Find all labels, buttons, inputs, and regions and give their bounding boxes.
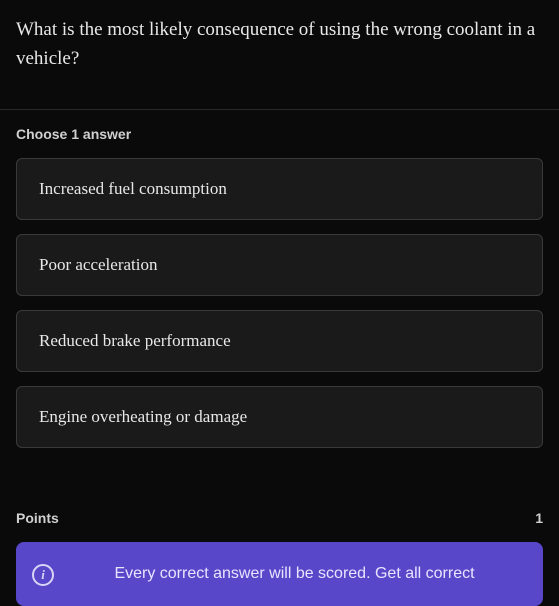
info-text: Every correct answer will be scored. Get… <box>66 562 523 586</box>
points-value: 1 <box>535 510 543 526</box>
info-icon-wrap: i <box>32 564 54 586</box>
answer-option-0[interactable]: Increased fuel consumption <box>16 158 543 220</box>
points-row: Points 1 <box>0 494 559 542</box>
instruction-label: Choose 1 answer <box>16 126 543 142</box>
info-banner: i Every correct answer will be scored. G… <box>16 542 543 606</box>
info-icon: i <box>32 564 54 586</box>
points-label: Points <box>16 510 59 526</box>
answer-option-1[interactable]: Poor acceleration <box>16 234 543 296</box>
answer-option-2[interactable]: Reduced brake performance <box>16 310 543 372</box>
answers-section: Choose 1 answer Increased fuel consumpti… <box>0 110 559 478</box>
question-section: What is the most likely consequence of u… <box>0 0 559 89</box>
question-text: What is the most likely consequence of u… <box>16 16 543 73</box>
answer-option-3[interactable]: Engine overheating or damage <box>16 386 543 448</box>
